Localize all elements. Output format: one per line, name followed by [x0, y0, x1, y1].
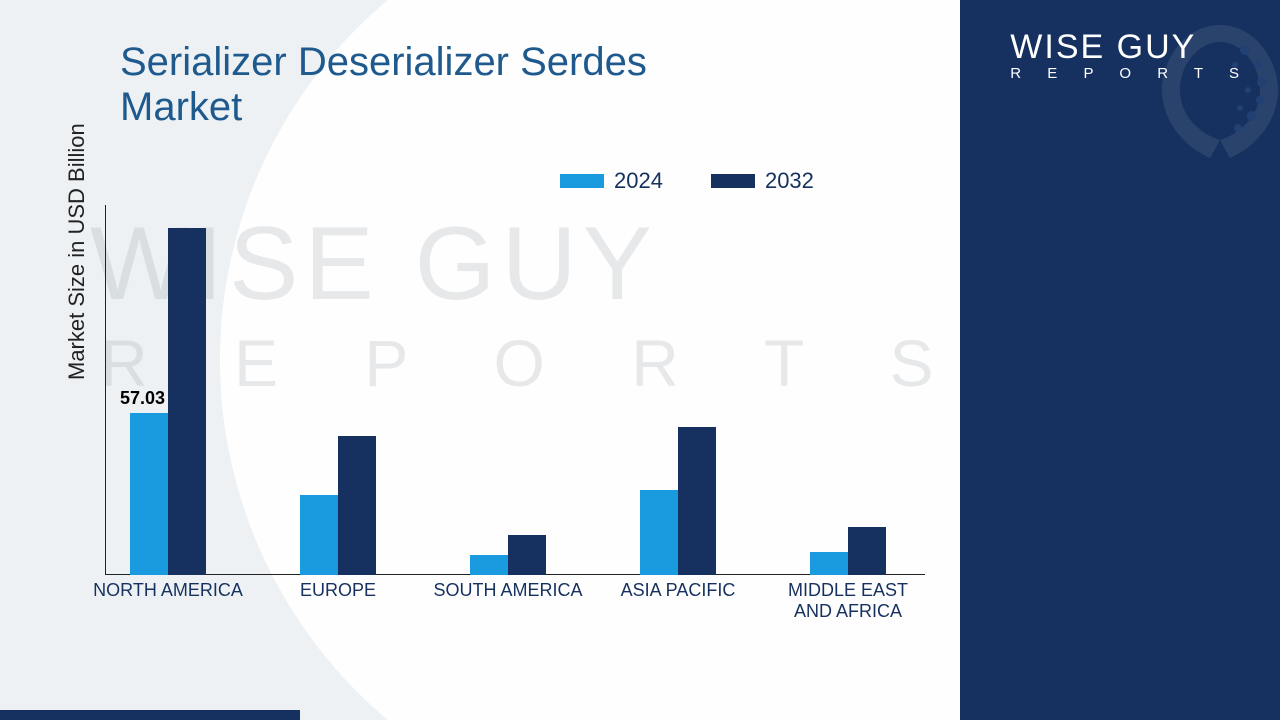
y-axis-line	[105, 205, 106, 575]
legend-label-1: 2032	[765, 168, 814, 194]
bar-group-2	[470, 535, 546, 575]
legend-swatch-0	[560, 174, 604, 188]
legend-label-0: 2024	[614, 168, 663, 194]
bar-2024-0	[130, 413, 168, 575]
brand-line1: WISE GUY	[1010, 30, 1250, 64]
x-tick-1: EUROPE	[263, 580, 413, 601]
data-label: 57.03	[120, 388, 165, 409]
x-tick-4: MIDDLE EAST AND AFRICA	[773, 580, 923, 622]
bar-2032-0	[168, 228, 206, 575]
bar-2024-3	[640, 490, 678, 575]
chart-stage: WISE GUY R E P O R T S WISE GUY R E P O …	[0, 0, 1280, 720]
legend: 2024 2032	[560, 168, 814, 194]
x-tick-3: ASIA PACIFIC	[603, 580, 753, 601]
bar-group-4	[810, 527, 886, 575]
brand-line2: R E P O R T S	[1010, 64, 1250, 84]
chart-title: Serializer Deserializer Serdes Market	[120, 40, 760, 130]
bar-group-3	[640, 427, 716, 575]
y-axis-label: Market Size in USD Billion	[64, 123, 90, 380]
bar-2024-2	[470, 555, 508, 575]
bar-2032-4	[848, 527, 886, 575]
bar-2032-2	[508, 535, 546, 575]
bar-2032-3	[678, 427, 716, 575]
bar-group-1	[300, 436, 376, 575]
legend-item-0: 2024	[560, 168, 663, 194]
x-tick-0: NORTH AMERICA	[93, 580, 243, 601]
bar-2032-1	[338, 436, 376, 575]
bar-2024-4	[810, 552, 848, 575]
legend-swatch-1	[711, 174, 755, 188]
x-tick-2: SOUTH AMERICA	[433, 580, 583, 601]
plot-area: 57.03	[105, 205, 925, 575]
bar-2024-1	[300, 495, 338, 575]
brand-logo: WISE GUY R E P O R T S	[1010, 30, 1250, 84]
bottom-accent-bar	[0, 710, 300, 720]
legend-item-1: 2032	[711, 168, 814, 194]
